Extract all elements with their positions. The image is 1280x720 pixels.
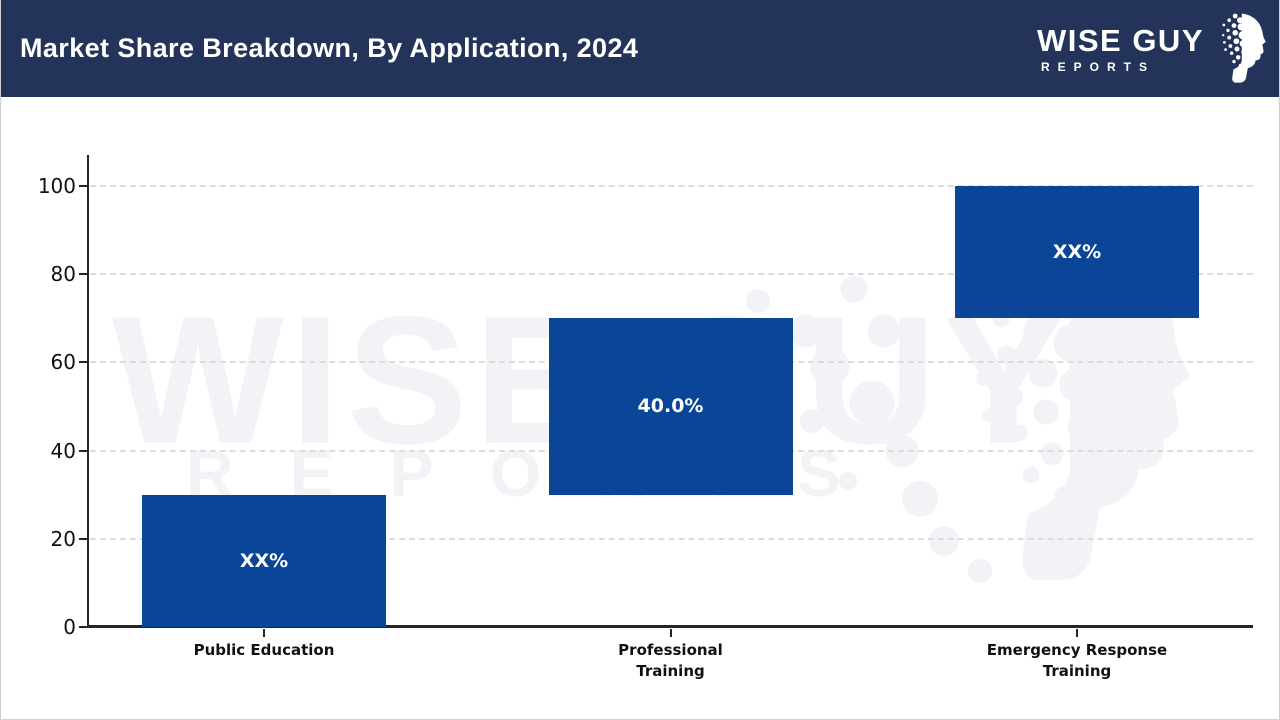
logo-face-icon [1222,13,1266,83]
chart-area: WISE GUY REPORTS 0 20 40 60 80 100 XX% Public E… [0,97,1280,720]
y-tick-label: 20 [50,526,76,551]
bar-value-label: XX% [1052,241,1102,264]
bar-segment: 40.0% [548,318,793,495]
logo: WISE GUY REPORTS [1037,10,1268,88]
y-tick-mark [79,449,87,452]
x-tick-mark [669,629,672,637]
header: Market Share Breakdown, By Application, … [0,0,1280,97]
gridline [90,273,1253,276]
bar-value-label: XX% [239,549,289,572]
y-tick-mark [79,185,87,187]
y-axis [87,155,89,627]
bar-segment: XX% [955,186,1199,319]
gridline [90,185,1253,187]
y-tick-label: 60 [50,350,76,375]
x-tick-mark [1076,629,1078,637]
x-tick-mark [263,629,265,637]
y-tick-label: 100 [37,174,76,198]
x-category-label: Emergency Response Training [986,641,1168,680]
x-category-label: Public Education [193,641,335,659]
bar-segment: XX% [142,494,386,627]
y-tick-mark [79,537,87,540]
y-tick-mark [79,626,87,628]
page-title: Market Share Breakdown, By Application, … [20,33,639,63]
gridline [90,537,1253,540]
logo-wordmark: WISE GUY [1036,23,1204,59]
y-tick-label: 80 [50,262,76,287]
y-tick-label: 0 [63,615,76,639]
bar-value-label: 40.0% [637,395,704,418]
logo-subtitle: REPORTS [1040,59,1155,74]
y-tick-mark [79,273,87,276]
y-tick-mark [79,361,87,364]
logo-text: WISE GUY REPORTS [1036,23,1204,74]
y-tick-label: 40 [50,438,76,463]
x-axis [87,625,1253,628]
x-category-label: Professional Training [618,641,723,680]
